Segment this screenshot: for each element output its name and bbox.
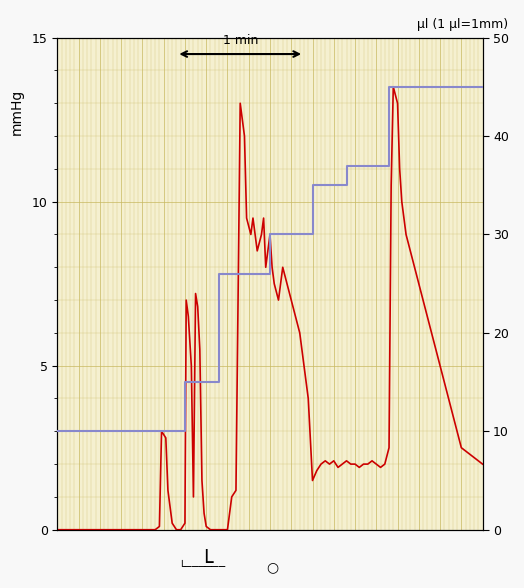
Text: ○: ○: [266, 560, 279, 574]
Text: └: └: [199, 554, 213, 574]
Text: μl (1 μl=1mm): μl (1 μl=1mm): [417, 18, 508, 31]
Y-axis label: mmHg: mmHg: [9, 88, 24, 135]
Text: 1 min: 1 min: [223, 35, 258, 48]
Text: └──────: └──────: [178, 562, 225, 573]
